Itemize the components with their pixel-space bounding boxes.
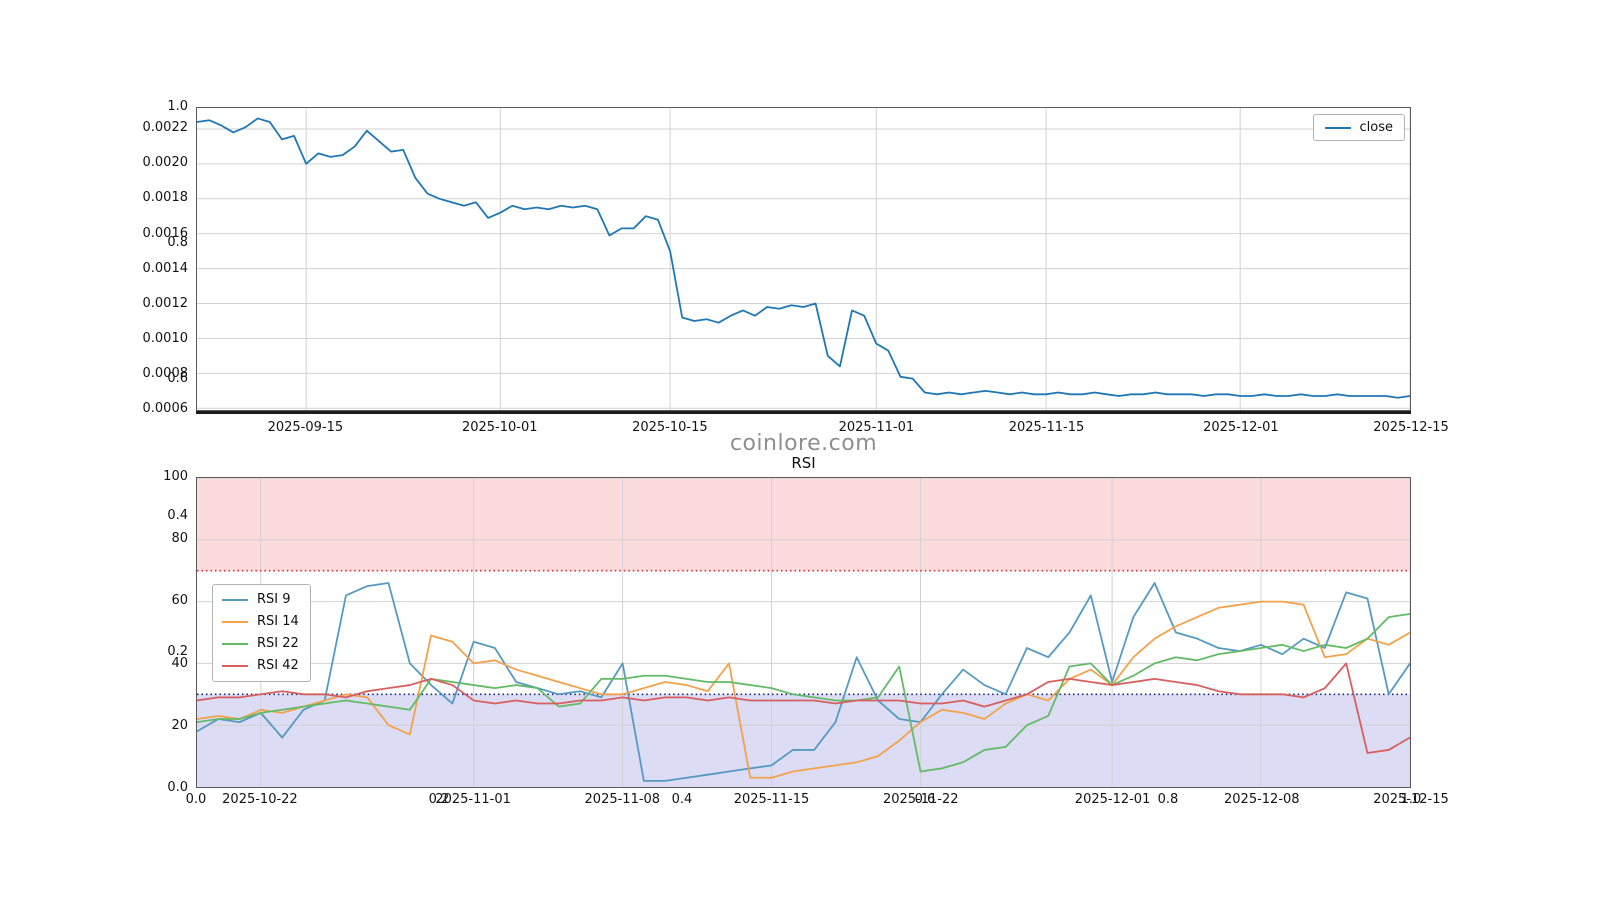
price-y-tick-label: 0.0008: [142, 365, 189, 381]
rsi-x-tick-label: 2025-11-08: [584, 792, 661, 807]
price-y-tick-label: 0.0012: [142, 295, 189, 311]
price-x-tick-label: 2025-12-01: [1203, 420, 1279, 435]
watermark: coinlore.com: [729, 431, 878, 456]
price-chart-plot: close: [196, 107, 1411, 411]
outer-x-tick-label: 0.8: [1157, 792, 1179, 807]
outer-x-tick-label: 1.0: [1400, 792, 1422, 807]
outer-y-tick-label: 0.0: [167, 779, 188, 795]
rsi-line-chart: [197, 478, 1410, 787]
legend-label: RSI 22: [257, 636, 299, 651]
rsi-x-tick-label: 2025-11-22: [882, 792, 959, 807]
legend-swatch: [222, 598, 248, 601]
rsi-legend: RSI 9 RSI 14 RSI 22 RSI 42: [212, 584, 311, 682]
price-line-chart: [197, 108, 1410, 410]
price-y-tick-label: 0.0010: [142, 330, 189, 346]
outer-y-tick-label: 0.8: [167, 235, 188, 251]
price-x-tick-label: 2025-11-01: [838, 420, 915, 435]
outer-y-tick-label: 0.2: [167, 643, 188, 659]
rsi-x-tick-label: 2025-12-15: [1373, 792, 1449, 807]
price-x-tick-label: 2025-10-15: [632, 420, 708, 435]
price-y-tick-label: 0.0014: [142, 260, 189, 276]
price-y-tick-label: 0.0018: [142, 190, 189, 206]
price-y-tick-label: 0.0020: [142, 155, 189, 171]
price-legend: close: [1312, 114, 1405, 141]
close-legend-label: close: [1359, 120, 1393, 135]
price-x-tick-label: 2025-10-01: [461, 420, 538, 435]
price-y-tick-label: 0.0016: [142, 225, 189, 241]
outer-y-tick-label: 0.4: [167, 507, 188, 523]
close-series-swatch: [1324, 126, 1351, 129]
rsi-legend-entry: RSI 22: [222, 636, 299, 651]
price-x-tick-label: 2025-09-15: [267, 420, 344, 435]
rsi-legend-entry: RSI 42: [222, 658, 299, 673]
rsi-x-tick-label: 2025-11-15: [733, 792, 810, 807]
rsi-y-tick-label: 40: [171, 655, 188, 671]
outer-y-tick-label: 1.0: [167, 98, 188, 114]
legend-swatch: [222, 642, 248, 645]
rsi-legend-entry: RSI 14: [222, 614, 299, 629]
price-chart-bottom-spine: [196, 411, 1411, 414]
legend-label: RSI 9: [257, 592, 291, 607]
rsi-x-tick-label: 2025-10-22: [222, 792, 298, 807]
rsi-y-tick-label: 60: [171, 593, 188, 609]
rsi-chart-plot: RSI 9 RSI 14 RSI 22 RSI 42: [196, 477, 1411, 788]
price-x-tick-label: 2025-12-15: [1373, 420, 1449, 435]
rsi-x-tick-label: 2025-11-01: [435, 792, 511, 807]
outer-y-tick-label: 0.6: [167, 371, 188, 387]
outer-x-tick-label: 0.6: [914, 792, 936, 807]
legend-swatch: [222, 664, 248, 667]
rsi-legend-entry: RSI 9: [222, 592, 299, 607]
rsi-chart-title: RSI: [791, 454, 816, 472]
rsi-y-tick-label: 20: [171, 717, 188, 733]
legend-label: RSI 42: [257, 658, 299, 673]
rsi-x-tick-label: 2025-12-08: [1224, 792, 1300, 807]
rsi-x-tick-label: 2025-12-01: [1074, 792, 1151, 807]
outer-x-tick-label: 0.4: [671, 792, 693, 807]
outer-x-tick-label: 0.2: [428, 792, 450, 807]
outer-x-tick-label: 0.0: [185, 792, 207, 807]
rsi-y-tick-label: 80: [171, 531, 188, 547]
legend-label: RSI 14: [257, 614, 299, 629]
rsi-y-tick-label: 100: [163, 468, 188, 484]
price-y-tick-label: 0.0022: [142, 119, 189, 135]
price-y-tick-label: 0.0006: [142, 401, 189, 417]
legend-swatch: [222, 620, 248, 623]
price-x-tick-label: 2025-11-15: [1008, 420, 1085, 435]
